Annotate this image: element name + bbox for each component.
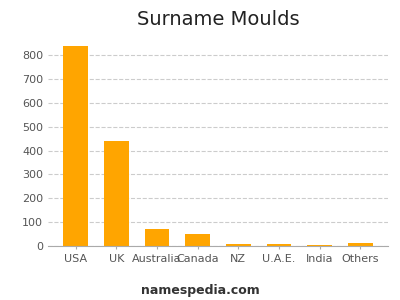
Bar [308,244,332,246]
Bar [348,243,372,246]
Bar [226,244,250,246]
Bar [104,141,128,246]
Bar [64,46,88,246]
Bar [186,234,210,246]
Bar [267,244,291,246]
Text: namespedia.com: namespedia.com [141,284,259,297]
Title: Surname Moulds: Surname Moulds [137,10,299,29]
Bar [145,229,169,246]
